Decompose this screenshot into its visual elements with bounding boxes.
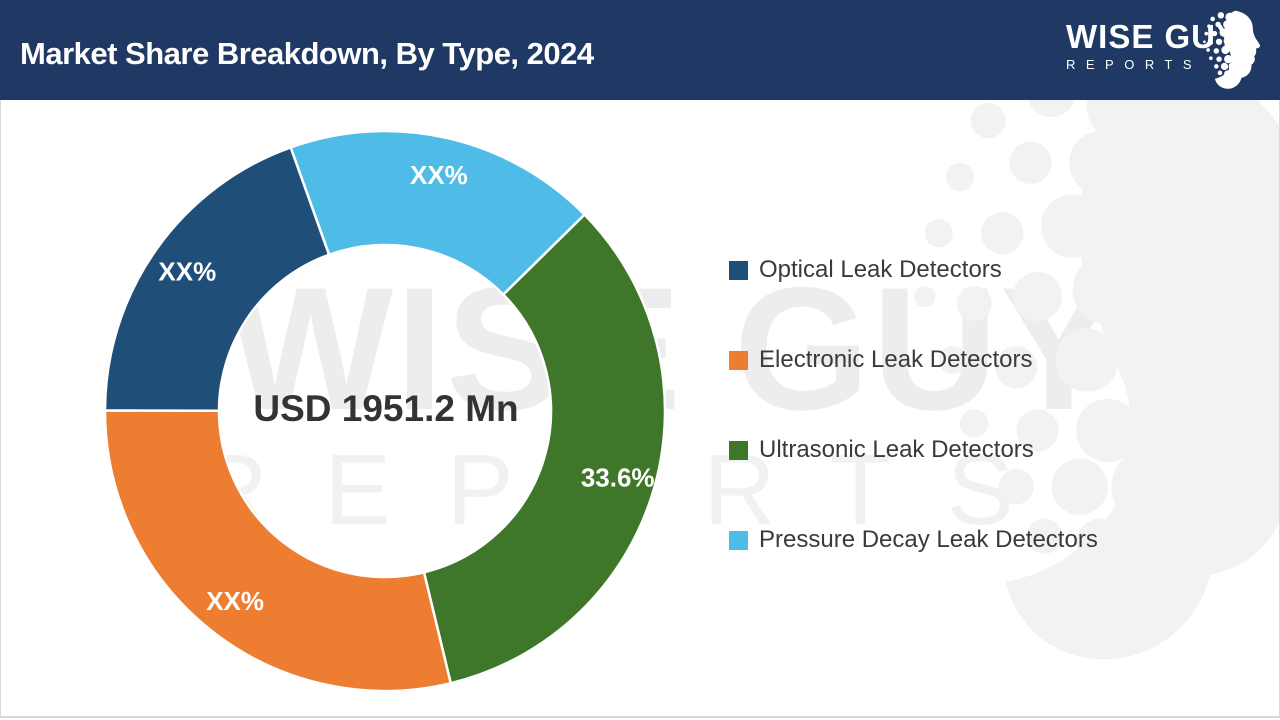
wiseguy-logo: WISE GUY REPORTS <box>1028 6 1264 94</box>
header-bar: Market Share Breakdown, By Type, 2024 WI… <box>0 0 1280 100</box>
wiseguy-face-icon <box>1203 10 1261 89</box>
legend-swatch-optical <box>729 260 748 280</box>
segment-label-electronic: XX% <box>206 586 264 616</box>
left-border <box>0 100 1 718</box>
donut-segment-electronic <box>103 409 453 693</box>
donut-center-value: USD 1951.2 Mn <box>253 388 519 429</box>
segment-label-pressure_decay: XX% <box>410 160 468 190</box>
legend-label-optical: Optical Leak Detectors <box>759 256 1002 283</box>
donut-segment-pressure_decay <box>289 129 587 297</box>
logo-face-icon <box>1203 10 1261 89</box>
page-title: Market Share Breakdown, By Type, 2024 <box>20 36 594 71</box>
legend-label-electronic: Electronic Leak Detectors <box>759 346 1033 373</box>
legend-item-ultrasonic: Ultrasonic Leak Detectors <box>729 436 1098 463</box>
legend-swatch-ultrasonic <box>729 440 748 460</box>
chart-legend: Optical Leak Detectors Electronic Leak De… <box>729 256 1098 619</box>
segment-label-optical: XX% <box>158 257 216 287</box>
donut-segment-optical <box>103 145 331 412</box>
logo-sub-text: REPORTS <box>1066 57 1203 72</box>
legend-swatch-pressure_decay <box>729 530 748 550</box>
watermark-wiseguy-face <box>914 57 1280 660</box>
wiseguy-face-icon <box>914 57 1280 660</box>
donut-segment-ultrasonic <box>422 212 667 685</box>
segment-label-ultrasonic: 33.6% <box>581 463 655 493</box>
bottom-border <box>0 716 1280 718</box>
legend-label-pressure_decay: Pressure Decay Leak Detectors <box>759 526 1098 553</box>
legend-swatch-electronic <box>729 350 748 370</box>
legend-item-optical: Optical Leak Detectors <box>729 256 1098 283</box>
legend-item-electronic: Electronic Leak Detectors <box>729 346 1098 373</box>
legend-label-ultrasonic: Ultrasonic Leak Detectors <box>759 436 1034 463</box>
legend-item-pressure_decay: Pressure Decay Leak Detectors <box>729 526 1098 553</box>
